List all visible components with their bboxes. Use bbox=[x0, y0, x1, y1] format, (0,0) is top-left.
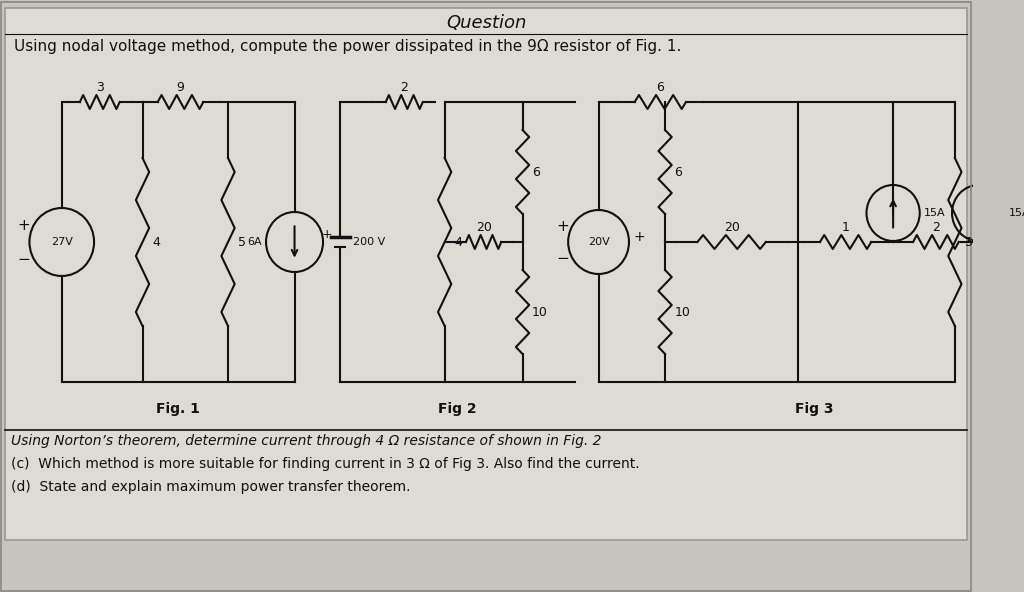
Text: 20V: 20V bbox=[588, 237, 609, 247]
Text: 3: 3 bbox=[965, 236, 972, 249]
Text: 1: 1 bbox=[842, 221, 850, 234]
Text: 200 V: 200 V bbox=[353, 237, 386, 247]
Text: 4: 4 bbox=[152, 236, 160, 249]
Text: 2: 2 bbox=[400, 81, 409, 94]
Text: Using nodal voltage method, compute the power dissipated in the 9Ω resistor of F: Using nodal voltage method, compute the … bbox=[14, 39, 682, 54]
Text: +: + bbox=[556, 218, 569, 233]
Text: +: + bbox=[17, 217, 30, 233]
Text: (d)  State and explain maximum power transfer theorem.: (d) State and explain maximum power tran… bbox=[11, 480, 411, 494]
Text: 2: 2 bbox=[932, 221, 940, 234]
Text: 15A: 15A bbox=[924, 208, 945, 218]
Text: 6: 6 bbox=[656, 81, 665, 94]
Text: 10: 10 bbox=[675, 305, 690, 318]
Text: 10: 10 bbox=[532, 305, 548, 318]
Text: Using Norton’s theorem, determine current through 4 Ω resistance of shown in Fig: Using Norton’s theorem, determine curren… bbox=[11, 434, 602, 448]
Text: 6: 6 bbox=[532, 166, 540, 179]
Text: 15A: 15A bbox=[1009, 208, 1024, 218]
Text: Fig 3: Fig 3 bbox=[796, 402, 834, 416]
Text: 27V: 27V bbox=[51, 237, 73, 247]
FancyBboxPatch shape bbox=[5, 8, 968, 540]
Text: Question: Question bbox=[446, 14, 526, 32]
Text: −: − bbox=[17, 252, 30, 266]
Text: 3: 3 bbox=[96, 81, 103, 94]
Text: 6: 6 bbox=[675, 166, 682, 179]
Text: −: − bbox=[556, 250, 569, 265]
Text: 5: 5 bbox=[238, 236, 246, 249]
Text: 6A: 6A bbox=[248, 237, 262, 247]
Text: +: + bbox=[322, 227, 332, 240]
Text: 4: 4 bbox=[455, 236, 462, 249]
Text: (c)  Which method is more suitable for finding current in 3 Ω of Fig 3. Also fin: (c) Which method is more suitable for fi… bbox=[11, 457, 640, 471]
Text: Fig 2: Fig 2 bbox=[438, 402, 477, 416]
Text: 9: 9 bbox=[176, 81, 184, 94]
Text: 20: 20 bbox=[724, 221, 739, 234]
Text: Fig. 1: Fig. 1 bbox=[157, 402, 200, 416]
Text: 20: 20 bbox=[476, 221, 492, 234]
Text: +: + bbox=[634, 230, 645, 244]
